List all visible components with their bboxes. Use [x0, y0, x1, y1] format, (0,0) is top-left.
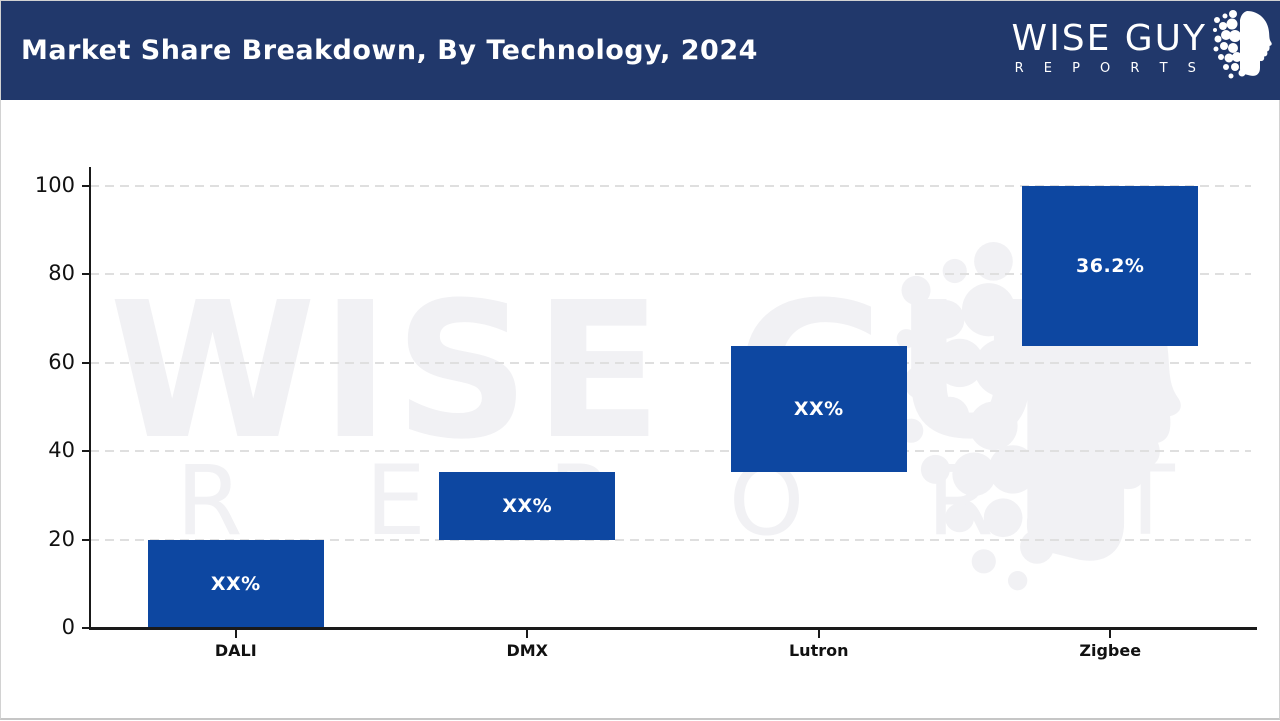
bar-value-label: 36.2%: [1076, 255, 1145, 277]
x-axis-category-label-dali: DALI: [214, 641, 257, 660]
bar-dmx: XX%: [439, 471, 616, 540]
bar-zigbee: 36.2%: [1022, 186, 1199, 346]
y-axis-tick: [82, 361, 90, 364]
gridline-y20: [90, 538, 1251, 541]
page-title: Market Share Breakdown, By Technology, 2…: [21, 35, 758, 66]
y-axis-tick-label: 40: [48, 438, 75, 463]
y-axis-tick-label: 100: [34, 173, 75, 197]
head-dots-logo-icon: [1213, 10, 1272, 79]
y-axis-tick-label: 80: [48, 261, 75, 286]
y-axis-line: [89, 167, 91, 629]
x-axis-line: [89, 627, 1257, 630]
x-axis-tick: [526, 630, 529, 638]
logo-text: WISE GUY R E P O R T S: [1011, 17, 1208, 76]
y-axis-tick-label: 0: [61, 615, 75, 639]
x-axis-tick: [817, 630, 820, 638]
y-axis-tick: [82, 450, 90, 453]
x-axis-tick: [234, 630, 237, 638]
gridline-y80: [90, 273, 1251, 276]
wise-guy-reports-logo: WISE GUY R E P O R T S: [1012, 7, 1274, 87]
header-bar: Market Share Breakdown, By Technology, 2…: [1, 1, 1280, 100]
y-axis-tick-label: 20: [48, 526, 75, 551]
x-axis-category-label-dmx: DMX: [506, 641, 549, 660]
bar-dali: XX%: [147, 539, 324, 628]
bar-value-label: XX%: [502, 494, 553, 517]
gridline-y100: [90, 185, 1251, 187]
bar-lutron: XX%: [730, 346, 907, 472]
bar-value-label: XX%: [210, 572, 261, 595]
y-axis-tick: [82, 273, 90, 276]
x-axis-category-label-zigbee: Zigbee: [1079, 641, 1142, 660]
y-axis-tick: [82, 627, 90, 629]
x-axis-tick: [1109, 630, 1112, 638]
bar-value-label: XX%: [793, 397, 844, 420]
y-axis-tick: [82, 185, 90, 187]
logo-wordmark: WISE GUY: [1011, 17, 1207, 59]
gridline-y40: [90, 450, 1251, 453]
y-axis-tick: [82, 538, 90, 541]
y-axis-tick-label: 60: [48, 349, 75, 374]
logo-subtitle: R E P O R T S: [1014, 60, 1204, 76]
gridline-y60: [90, 361, 1251, 364]
x-axis-category-label-lutron: Lutron: [788, 641, 849, 660]
